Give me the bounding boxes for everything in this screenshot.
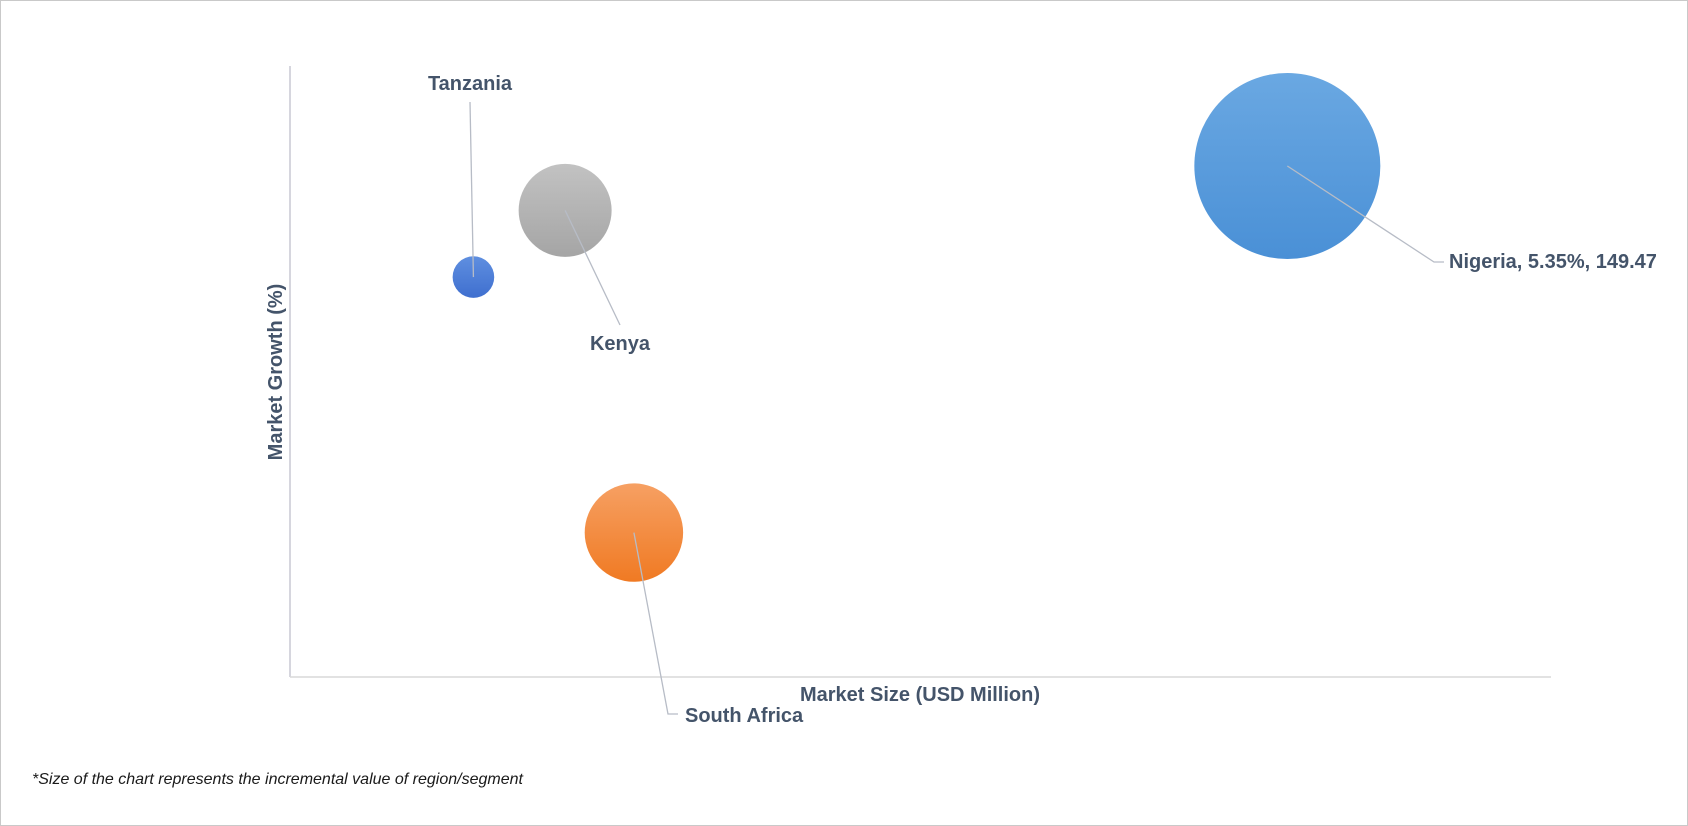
leader-line-tanzania xyxy=(469,101,475,278)
leader-line-layer xyxy=(469,101,1444,715)
bubble-label-south-africa: South Africa xyxy=(685,705,804,727)
leader-line-kenya xyxy=(564,210,621,326)
bubble-label-kenya: Kenya xyxy=(590,333,651,355)
x-axis-title: Market Size (USD Million) xyxy=(800,684,1040,706)
bubble-label-tanzania: Tanzania xyxy=(428,73,513,95)
leader-line-south-africa xyxy=(633,532,678,715)
bubble-layer xyxy=(452,72,1381,582)
y-axis-title: Market Growth (%) xyxy=(265,284,287,461)
bubble-south-africa xyxy=(584,483,684,582)
bubble-label-layer: Tanzania Kenya South Africa Nigeria, 5.35%,… xyxy=(428,73,1657,727)
leader-line-nigeria xyxy=(1286,165,1444,263)
bubble-label-nigeria: Nigeria, 5.35%, 149.47 xyxy=(1449,251,1657,273)
chart-footnote: *Size of the chart represents the increm… xyxy=(32,771,523,788)
